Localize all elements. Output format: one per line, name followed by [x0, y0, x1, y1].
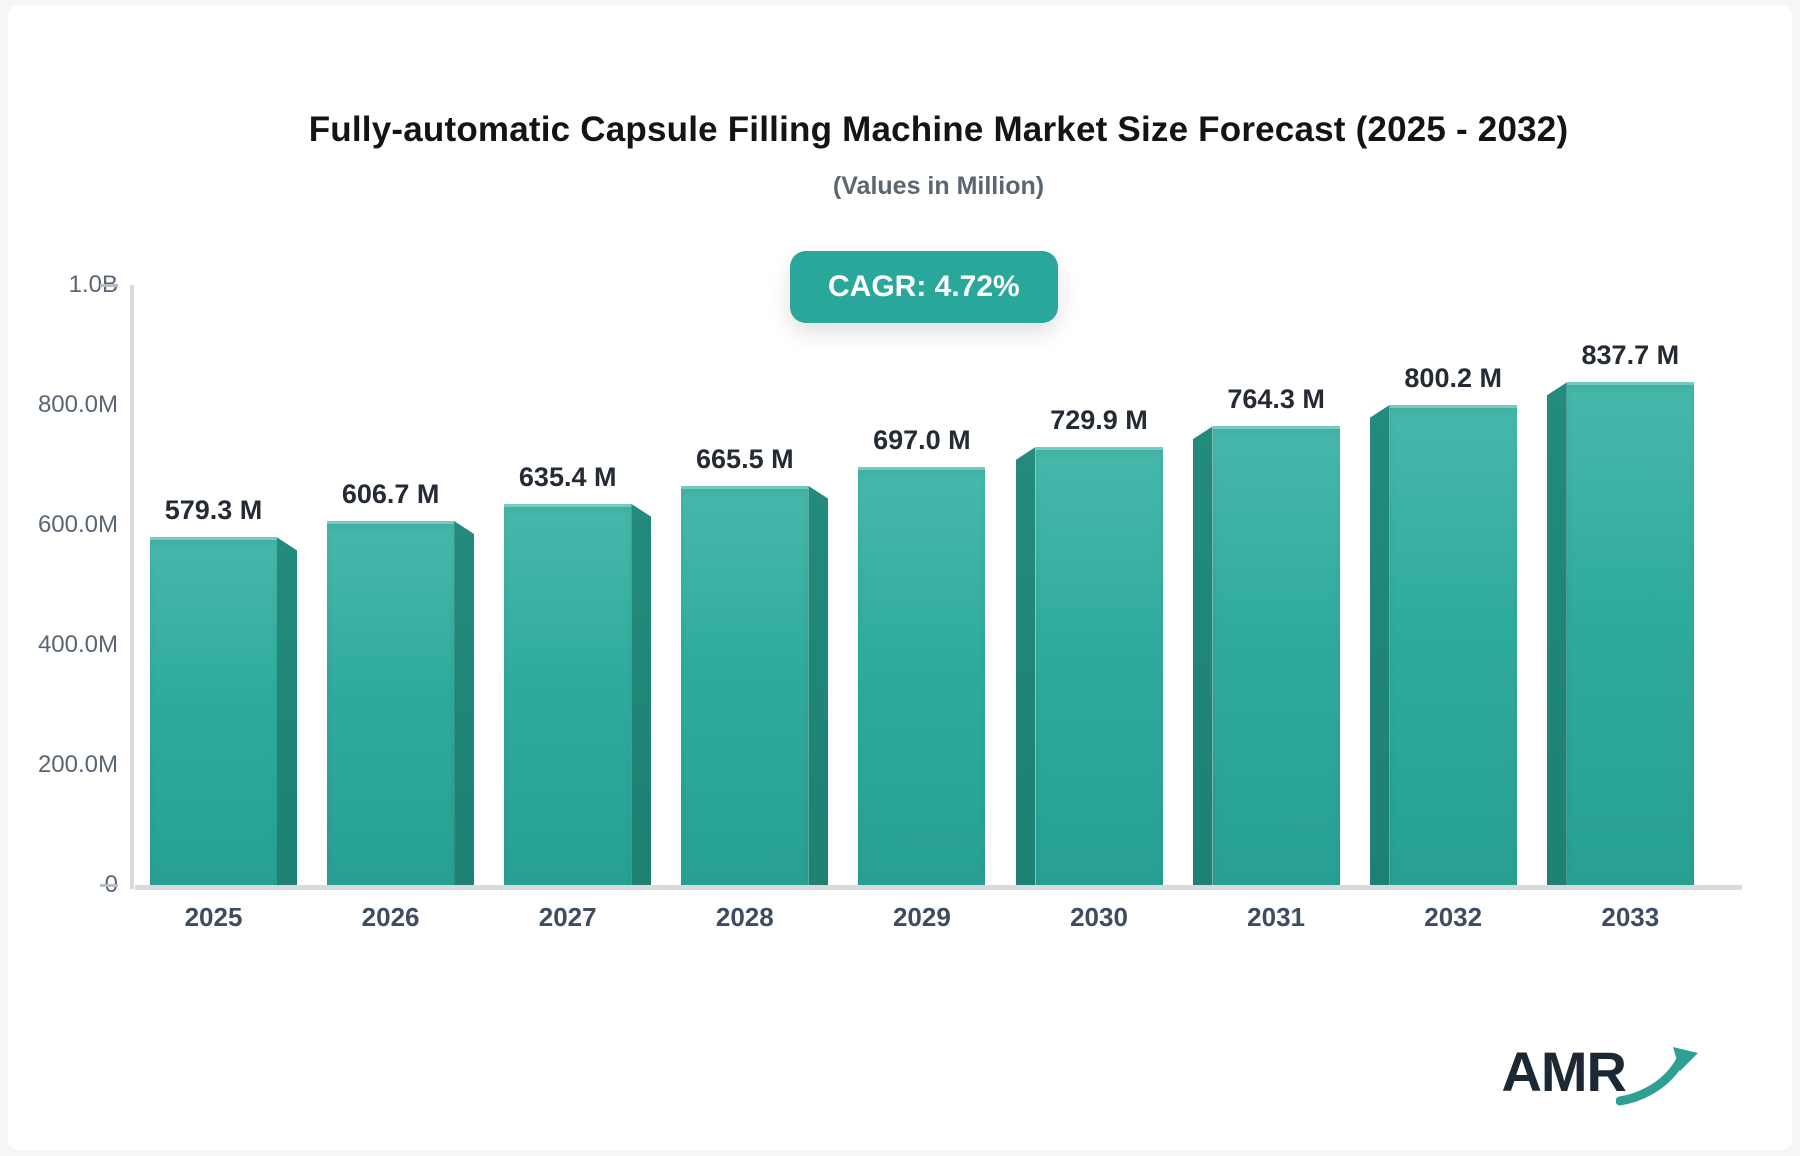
- bar-face: [858, 466, 986, 885]
- bar-2025[interactable]: [150, 537, 297, 885]
- y-axis-tick-label: 400.0M: [37, 631, 118, 658]
- bar-side-3d: [1192, 426, 1213, 885]
- bar-side-3d: [631, 503, 652, 885]
- bar-face: [504, 503, 632, 885]
- bar-side-3d: [454, 520, 475, 885]
- bar-side-3d: [1546, 382, 1567, 885]
- y-axis-tick-label: 200.0M: [37, 751, 118, 778]
- bar-2033[interactable]: [1546, 382, 1694, 885]
- bar-side-3d: [277, 537, 297, 885]
- y-axis-tick-dash: [100, 284, 118, 287]
- bar-face: [681, 485, 809, 885]
- x-axis-label: 2026: [361, 902, 420, 932]
- bar-2026[interactable]: [327, 520, 475, 885]
- bar-value-label: 579.3 M: [164, 495, 263, 526]
- x-axis-label: 2031: [1247, 902, 1306, 932]
- bar-2032[interactable]: [1369, 404, 1517, 885]
- x-axis-label: 2029: [892, 902, 951, 932]
- x-axis-baseline: [135, 885, 1742, 890]
- chart-subtitle: (Values in Million): [832, 172, 1045, 200]
- bar-side-3d: [1369, 404, 1390, 885]
- chart-title: Fully-automatic Capsule Filling Machine …: [308, 110, 1569, 149]
- bar-value-label: 837.7 M: [1581, 340, 1680, 371]
- x-axis-label: 2033: [1601, 902, 1660, 932]
- bar-face: [1212, 426, 1340, 885]
- amr-logo-text: AMR: [1501, 1039, 1627, 1103]
- bar-value-label: 606.7 M: [341, 478, 440, 509]
- bar-face: [1389, 404, 1517, 885]
- bar-face: [150, 537, 277, 885]
- bar-value-label: 764.3 M: [1227, 384, 1325, 415]
- y-axis-line: [130, 285, 134, 889]
- bar-2027[interactable]: [504, 503, 652, 885]
- amr-logo: AMR: [1501, 1036, 1700, 1106]
- y-axis-tick-label: 600.0M: [37, 511, 118, 538]
- growth-arrow-icon: [1616, 1047, 1698, 1106]
- bar-side-3d: [1015, 447, 1036, 885]
- y-axis-tick-label: 800.0M: [37, 391, 118, 418]
- bar-value-label: 665.5 M: [696, 443, 794, 474]
- y-axis-tick-dash: [100, 884, 118, 887]
- bar-value-label: 729.9 M: [1050, 405, 1148, 436]
- bar-2029[interactable]: [858, 466, 986, 885]
- x-axis-label: 2028: [715, 902, 774, 932]
- x-axis-label: 2027: [538, 902, 597, 932]
- bar-value-label: 800.2 M: [1404, 362, 1502, 393]
- bar-face: [327, 520, 455, 885]
- x-axis-label: 2025: [184, 902, 243, 932]
- bar-2028[interactable]: [681, 485, 829, 885]
- bar-value-label: 697.0 M: [873, 424, 971, 455]
- x-axis-label: 2032: [1424, 902, 1483, 932]
- bar-face: [1566, 382, 1694, 885]
- bar-side-3d: [808, 485, 829, 885]
- cagr-badge: CAGR: 4.72%: [790, 251, 1058, 323]
- bar-2030[interactable]: [1015, 447, 1163, 885]
- bar-value-label: 635.4 M: [518, 461, 617, 492]
- bar-face: [1035, 447, 1163, 885]
- x-axis-label: 2030: [1070, 902, 1128, 932]
- bar-2031[interactable]: [1192, 426, 1340, 885]
